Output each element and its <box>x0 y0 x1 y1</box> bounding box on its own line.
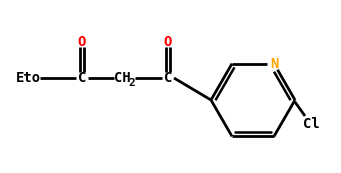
Text: N: N <box>270 57 278 71</box>
Text: Cl: Cl <box>302 117 320 131</box>
Text: Eto: Eto <box>15 71 41 85</box>
Text: CH: CH <box>114 71 130 85</box>
Text: C: C <box>78 71 86 85</box>
Text: O: O <box>78 35 86 49</box>
Text: 2: 2 <box>129 78 135 88</box>
Text: C: C <box>164 71 172 85</box>
Text: O: O <box>164 35 172 49</box>
